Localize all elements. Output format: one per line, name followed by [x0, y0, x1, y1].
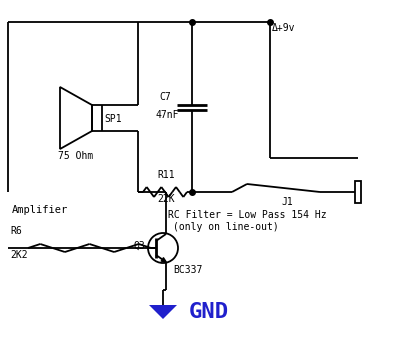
- Text: C7: C7: [159, 93, 171, 103]
- Polygon shape: [60, 87, 92, 149]
- Polygon shape: [149, 305, 177, 319]
- Text: (only on line-out): (only on line-out): [173, 222, 279, 232]
- Text: SP1: SP1: [104, 114, 122, 124]
- Text: Δ+9v: Δ+9v: [272, 23, 295, 33]
- Text: Amplifier: Amplifier: [12, 205, 68, 215]
- Text: GND: GND: [189, 302, 229, 322]
- Text: 22K: 22K: [157, 194, 175, 204]
- Text: 2K2: 2K2: [10, 250, 28, 260]
- Text: R6: R6: [10, 226, 22, 236]
- Text: BC337: BC337: [173, 265, 202, 275]
- Polygon shape: [161, 258, 166, 262]
- Text: 75 Ohm: 75 Ohm: [58, 151, 93, 161]
- Text: J1: J1: [281, 197, 293, 207]
- Text: RC Filter = Low Pass 154 Hz: RC Filter = Low Pass 154 Hz: [168, 210, 327, 220]
- Bar: [355, 181, 361, 203]
- Text: Q3: Q3: [134, 241, 146, 251]
- Text: 47nF: 47nF: [155, 110, 179, 120]
- Text: R11: R11: [157, 170, 175, 180]
